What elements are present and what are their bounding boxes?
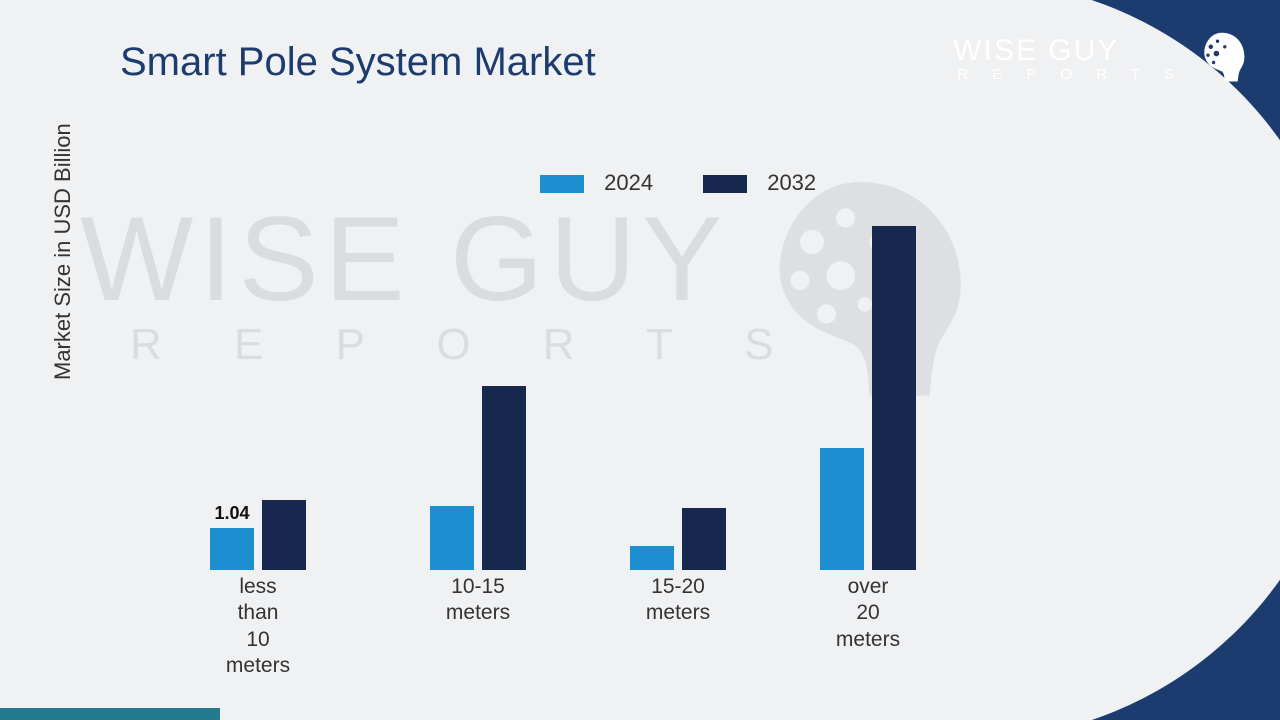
bar [262,500,306,570]
bar [682,508,726,570]
bar [820,448,864,570]
brand-sub: R E P O R T S [953,66,1184,83]
bar [430,506,474,570]
bottom-accent-bar [0,708,220,720]
bar-value-label: 1.04 [214,503,249,524]
brand-text: WISE GUY R E P O R T S [953,34,1184,83]
legend-swatch-2032 [703,175,747,193]
legend-item-2024: 2024 [540,170,653,196]
x-tick-label: 15-20meters [608,574,748,627]
bar [210,528,254,570]
x-tick-label: 10-15meters [408,574,548,627]
x-tick-label: over20meters [798,574,938,653]
bar [872,226,916,570]
market-chart: Market Size in USD Billion 2024 2032 1.0… [100,170,960,590]
legend-item-2032: 2032 [703,170,816,196]
bar [630,546,674,570]
brand-head-icon [1194,30,1250,86]
page: Smart Pole System Market WISE GUY R E P … [0,0,1280,720]
legend-label-2032: 2032 [767,170,816,195]
plot-area: 1.04 [170,210,960,570]
chart-legend: 2024 2032 [540,170,816,196]
y-axis-label: Market Size in USD Billion [50,123,76,380]
legend-label-2024: 2024 [604,170,653,195]
legend-swatch-2024 [540,175,584,193]
brand-logo: WISE GUY R E P O R T S [953,30,1250,86]
page-title: Smart Pole System Market [120,40,596,85]
bar [482,386,526,570]
brand-main: WISE GUY [953,34,1119,68]
x-tick-label: lessthan10meters [188,574,328,679]
